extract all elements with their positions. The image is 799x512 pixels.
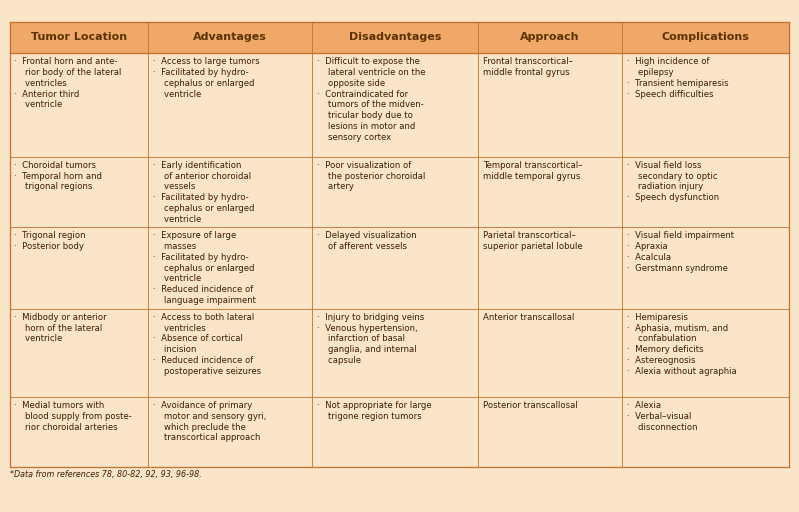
Text: ·  Early identification
    of anterior choroidal
    vessels
·  Facilitated by : · Early identification of anterior choro…: [153, 161, 255, 224]
Text: Complications: Complications: [662, 32, 749, 42]
Text: ·  Not appropriate for large
    trigone region tumors: · Not appropriate for large trigone regi…: [317, 401, 431, 421]
Text: Advantages: Advantages: [193, 32, 267, 42]
Text: ·  Frontal horn and ante-
    rior body of the lateral
    ventricles
·  Anterio: · Frontal horn and ante- rior body of th…: [14, 57, 121, 110]
Text: ·  Midbody or anterior
    horn of the lateral
    ventricle: · Midbody or anterior horn of the latera…: [14, 313, 107, 344]
Text: ·  Poor visualization of
    the posterior choroidal
    artery: · Poor visualization of the posterior ch…: [317, 161, 425, 191]
Text: ·  Hemiparesis
·  Aphasia, mutism, and
    confabulation
·  Memory deficits
·  A: · Hemiparesis · Aphasia, mutism, and con…: [626, 313, 737, 376]
Text: ·  Access to large tumors
·  Facilitated by hydro-
    cephalus or enlarged
    : · Access to large tumors · Facilitated b…: [153, 57, 260, 99]
Text: Disadvantages: Disadvantages: [349, 32, 441, 42]
Text: ·  Visual field impairment
·  Apraxia
·  Acalcula
·  Gerstmann syndrome: · Visual field impairment · Apraxia · Ac…: [626, 231, 733, 273]
Text: ·  Medial tumors with
    blood supply from poste-
    rior choroidal arteries: · Medial tumors with blood supply from p…: [14, 401, 133, 432]
Text: ·  Visual field loss
    secondary to optic
    radiation injury
·  Speech dysfu: · Visual field loss secondary to optic r…: [626, 161, 718, 202]
Text: ·  High incidence of
    epilepsy
·  Transient hemiparesis
·  Speech difficultie: · High incidence of epilepsy · Transient…: [626, 57, 728, 99]
Text: Tumor Location: Tumor Location: [31, 32, 127, 42]
Bar: [10, 53, 789, 157]
Bar: [10, 157, 789, 227]
Text: ·  Exposure of large
    masses
·  Facilitated by hydro-
    cephalus or enlarge: · Exposure of large masses · Facilitated…: [153, 231, 256, 305]
Text: ·  Avoidance of primary
    motor and sensory gyri,
    which preclude the
    t: · Avoidance of primary motor and sensory…: [153, 401, 267, 442]
Text: Frontal transcortical–
middle frontal gyrus: Frontal transcortical– middle frontal gy…: [483, 57, 573, 77]
Text: Parietal transcortical–
superior parietal lobule: Parietal transcortical– superior parieta…: [483, 231, 582, 251]
Bar: [10, 227, 789, 309]
Text: ·  Injury to bridging veins
·  Venous hypertension,
    infarction of basal
    : · Injury to bridging veins · Venous hype…: [317, 313, 424, 365]
Text: ·  Delayed visualization
    of afferent vessels: · Delayed visualization of afferent vess…: [317, 231, 416, 251]
Text: ·  Access to both lateral
    ventricles
·  Absence of cortical
    incision
·  : · Access to both lateral ventricles · Ab…: [153, 313, 261, 376]
Text: Approach: Approach: [520, 32, 580, 42]
Text: ·  Alexia
·  Verbal–visual
    disconnection: · Alexia · Verbal–visual disconnection: [626, 401, 697, 432]
Bar: [10, 397, 789, 467]
Text: ·  Difficult to expose the
    lateral ventricle on the
    opposite side
·  Con: · Difficult to expose the lateral ventri…: [317, 57, 425, 142]
Bar: [10, 309, 789, 397]
Text: *Data from references 78, 80-82, 92, 93, 96-98.: *Data from references 78, 80-82, 92, 93,…: [10, 470, 201, 479]
Text: Temporal transcortical–
middle temporal gyrus: Temporal transcortical– middle temporal …: [483, 161, 582, 181]
Text: Posterior transcallosal: Posterior transcallosal: [483, 401, 578, 410]
Bar: [10, 22, 789, 53]
Text: Anterior transcallosal: Anterior transcallosal: [483, 313, 574, 322]
Text: ·  Trigonal region
·  Posterior body: · Trigonal region · Posterior body: [14, 231, 85, 251]
Text: ·  Choroidal tumors
·  Temporal horn and
    trigonal regions: · Choroidal tumors · Temporal horn and t…: [14, 161, 102, 191]
